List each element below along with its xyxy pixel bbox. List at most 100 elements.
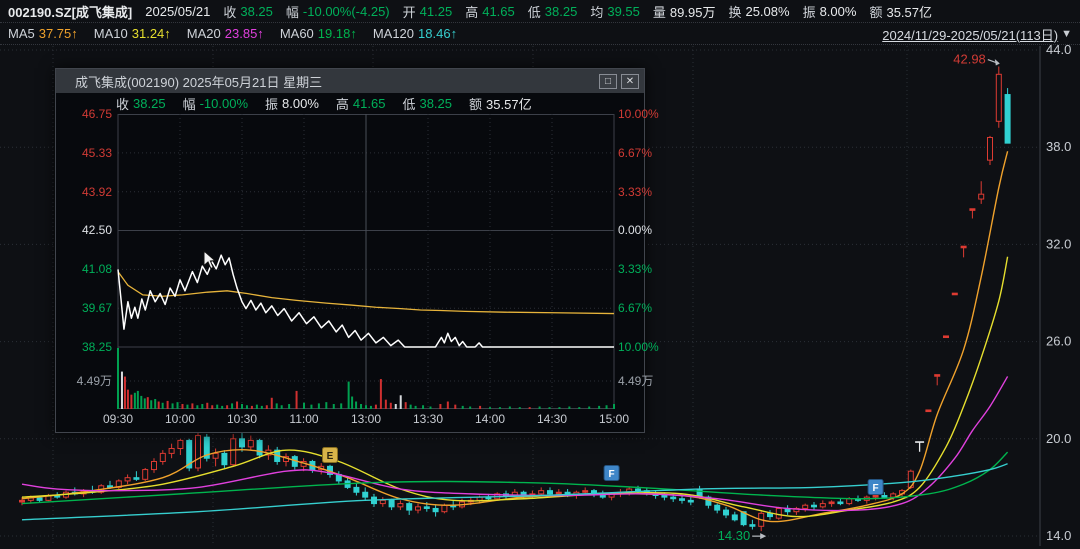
intraday-popup-window[interactable]: 成飞集成(002190) 2025年05月21日 星期三 □ ✕ 收 38.25 幅… (55, 68, 659, 433)
quote-field-value: 2025/05/21 (145, 3, 211, 19)
popup-stat-label: 幅 (182, 97, 196, 112)
time-axis: 09:30 10:00 10:30 11:00 13:00 13:30 14:00 14:30… (56, 409, 646, 431)
left-axis-label: 46.75 (81, 107, 112, 121)
quote-field-value: 41.65 (482, 3, 515, 19)
popup-stat-value: 8.00% (282, 96, 319, 111)
popup-stat-3: 高 41.65 (336, 94, 386, 113)
popup-title-bar[interactable]: 成飞集成(002190) 2025年05月21日 星期三 □ ✕ (56, 69, 644, 93)
left-axis-label: 45.33 (81, 145, 112, 160)
quote-field-label: 振 (802, 4, 816, 20)
quote-field-value: 38.25 (544, 3, 578, 19)
left-axis-label: 42.50 (81, 223, 112, 238)
right-axis-label: 10.00% (618, 339, 659, 354)
quote-field-label: 换 (728, 4, 742, 20)
quote-field-high: 高 41.65 (465, 2, 515, 21)
svg-text:F: F (609, 469, 615, 480)
ma-line-ma10 (21, 256, 1009, 518)
high-annotation: 42.98 (953, 52, 986, 67)
y-axis-label: 32.0 (1046, 236, 1071, 251)
ma-label: MA120 (372, 26, 415, 41)
ma-item-ma10: MA10 31.24↑ (94, 26, 171, 41)
mouse-cursor (203, 250, 217, 270)
popup-title-text: 成飞集成(002190) 2025年05月21日 星期三 (75, 74, 323, 90)
right-axis-label: 3.33% (618, 184, 653, 199)
right-axis-label: 10.00% (618, 107, 659, 121)
event-badge-f[interactable]: F (603, 465, 620, 481)
time-label: 13:30 (412, 412, 444, 426)
time-label: 13:00 (350, 412, 382, 426)
date-range-selector[interactable]: 2024/11/29-2025/05/21(113日) ▼ (882, 23, 1072, 45)
time-label: 09:30 (102, 412, 134, 426)
quote-field-symbol: 002190.SZ[成飞集成] (8, 2, 132, 21)
quote-field-value: 25.08% (745, 3, 790, 19)
popup-stat-label: 低 (402, 97, 416, 112)
quote-field-label: 收 (223, 4, 237, 20)
popup-stats-row: 收 38.25 幅 -10.00% 振 8.00% 高 41.65 低 38.25 额 35.57亿 (56, 93, 644, 114)
quote-field-value: -10.00%(-4.25) (302, 3, 390, 19)
popup-stat-value: 41.65 (352, 96, 386, 111)
popup-stat-value: 38.25 (133, 96, 166, 111)
ma-label: MA60 (279, 26, 314, 41)
quote-field-amount: 额 35.57亿 (869, 2, 932, 21)
time-label: 10:00 (164, 412, 196, 426)
left-axis-label: 38.25 (81, 339, 112, 354)
left-axis-label: 43.92 (81, 184, 112, 199)
popup-stat-value: 35.57亿 (486, 97, 532, 112)
ma-label: MA5 (8, 26, 35, 41)
ma-value: 23.85↑ (224, 26, 264, 41)
quote-topbar: 002190.SZ[成飞集成] 2025/05/21 收 38.25 幅 -10.00%(… (0, 0, 1080, 23)
popup-stat-value: -10.00% (199, 96, 248, 111)
arrow-right-icon (994, 59, 1000, 66)
time-label: 14:00 (474, 412, 506, 426)
quote-field-label: 高 (465, 4, 479, 20)
ma-indicator-bar: MA5 37.75↑ MA10 31.24↑ MA20 23.85↑ MA60 19.18↑ M… (0, 23, 1080, 45)
popup-stat-2: 振 8.00% (265, 94, 319, 113)
date-range-text: 2024/11/29-2025/05/21(113日) (882, 27, 1059, 43)
event-badge-f[interactable]: F (867, 479, 884, 495)
popup-stat-label: 振 (265, 97, 279, 112)
ma-value: 19.18↑ (317, 26, 357, 41)
y-axis-label: 20.0 (1046, 431, 1071, 446)
event-badge-e[interactable]: E (322, 447, 338, 463)
quote-field-label: 均 (590, 4, 604, 20)
ma-item-ma5: MA5 37.75↑ (8, 26, 78, 41)
y-axis-label: 38.0 (1046, 139, 1071, 154)
quote-field-avg: 均 39.55 (590, 2, 640, 21)
ma-label: MA20 (186, 26, 221, 41)
right-axis-label: 4.49万 (618, 374, 654, 388)
popup-stat-label: 收 (116, 97, 130, 112)
caret-down-icon: ▼ (1061, 28, 1072, 40)
time-label: 14:30 (536, 412, 568, 426)
popup-stat-value: 38.25 (419, 96, 453, 111)
right-axis-label: 6.67% (618, 301, 653, 316)
quote-field-change: 幅 -10.00%(-4.25) (286, 2, 390, 21)
ma-value: 31.24↑ (131, 26, 171, 41)
arrow-right-icon (760, 533, 767, 540)
y-axis-label: 44.0 (1046, 42, 1071, 57)
quote-field-turnover: 换 25.08% (728, 2, 789, 21)
time-label: 15:00 (598, 412, 630, 426)
y-axis-label: 26.0 (1046, 334, 1071, 349)
ma-item-ma20: MA20 23.85↑ (187, 26, 264, 41)
time-label: 10:30 (226, 412, 258, 426)
right-axis-label: 6.67% (618, 145, 653, 160)
ma-line-ma120 (21, 463, 1008, 521)
maximize-icon[interactable]: □ (599, 73, 617, 89)
quote-field-date: 2025/05/21 (145, 4, 210, 19)
time-label: 11:00 (289, 412, 319, 426)
average-price-line (117, 271, 615, 315)
quote-field-label: 量 (652, 4, 666, 20)
quote-field-label: 低 (527, 4, 541, 20)
ma-item-ma120: MA120 18.46↑ (373, 26, 457, 41)
popup-stat-1: 幅 -10.00% (183, 94, 248, 113)
quote-field-low: 低 38.25 (528, 2, 578, 21)
left-axis-label: 4.49万 (76, 374, 112, 388)
low-annotation: 14.30 (718, 528, 751, 543)
close-icon[interactable]: ✕ (621, 73, 639, 89)
intraday-chart[interactable] (56, 114, 646, 409)
popup-stat-4: 低 38.25 (402, 94, 452, 113)
y-axis-label: 14.0 (1046, 528, 1071, 543)
quote-field-value: 39.55 (607, 3, 640, 19)
left-axis-label: 39.67 (81, 301, 112, 316)
